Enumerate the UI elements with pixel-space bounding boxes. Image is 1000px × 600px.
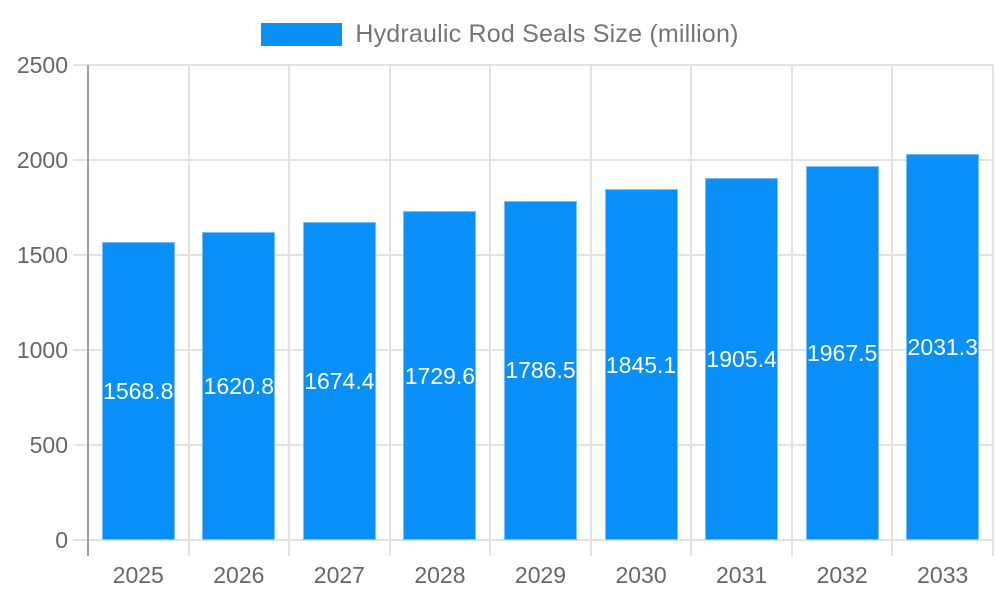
bar-2032[interactable] xyxy=(805,166,879,540)
gridline-horizontal xyxy=(73,64,993,66)
bar-2026[interactable] xyxy=(202,232,276,540)
bar-2025[interactable] xyxy=(101,241,175,540)
x-axis-tick-label: 2033 xyxy=(917,562,969,588)
y-axis-tick-label: 500 xyxy=(29,432,68,458)
x-axis-tick-label: 2032 xyxy=(816,562,868,588)
gridline-vertical xyxy=(388,65,391,556)
gridline-vertical xyxy=(288,65,291,556)
y-axis-tick-label: 2000 xyxy=(16,147,68,173)
plot-area: 0 500 1000 1500 2000 2500 1568.8 2025 1620.8 2026… xyxy=(17,52,994,588)
y-axis-tick-label: 2500 xyxy=(16,52,68,78)
y-axis-line xyxy=(87,65,89,556)
bar-value-label: 1967.5 xyxy=(806,340,878,367)
gridline-horizontal xyxy=(73,539,993,541)
chart-legend: Hydraulic Rod Seals Size (million) xyxy=(0,20,1000,49)
x-axis-tick-label: 2027 xyxy=(313,562,365,588)
bar-2031[interactable] xyxy=(705,177,779,540)
y-axis-tick-label: 1000 xyxy=(16,337,68,363)
bar-value-label: 1845.1 xyxy=(605,351,677,378)
x-axis-tick-label: 2026 xyxy=(213,562,265,588)
y-axis-tick-label: 0 xyxy=(55,527,68,553)
bar-value-label: 1674.4 xyxy=(304,367,375,394)
bar-2030[interactable] xyxy=(604,189,678,540)
bar-value-label: 1729.6 xyxy=(404,362,476,389)
gridline-vertical xyxy=(690,65,693,556)
gridline-vertical xyxy=(891,65,894,556)
gridline-vertical xyxy=(489,65,492,556)
bar-value-label: 2031.3 xyxy=(907,334,978,361)
gridline-vertical xyxy=(992,65,994,556)
x-axis-tick-label: 2030 xyxy=(615,562,667,588)
y-axis-tick-label: 1500 xyxy=(16,242,68,268)
bar-2027[interactable] xyxy=(302,221,376,540)
legend-label: Hydraulic Rod Seals Size (million) xyxy=(355,20,739,48)
bar-value-label: 1568.8 xyxy=(103,377,174,404)
bar-2029[interactable] xyxy=(504,200,577,540)
x-axis-tick-label: 2031 xyxy=(716,562,768,588)
gridline-vertical xyxy=(187,65,190,556)
gridline-vertical xyxy=(589,65,592,556)
bar-value-label: 1905.4 xyxy=(706,345,777,372)
bar-value-label: 1786.5 xyxy=(505,357,576,384)
bar-2028[interactable] xyxy=(403,211,477,540)
bar-2033[interactable] xyxy=(906,154,980,540)
x-axis-tick-label: 2025 xyxy=(112,562,164,588)
x-axis-tick-label: 2028 xyxy=(414,562,466,588)
legend-swatch-icon xyxy=(261,23,343,46)
gridline-horizontal xyxy=(73,159,993,161)
gridline-vertical xyxy=(790,65,793,556)
x-axis-tick-label: 2029 xyxy=(514,562,567,588)
bar-value-label: 1620.8 xyxy=(203,373,274,400)
